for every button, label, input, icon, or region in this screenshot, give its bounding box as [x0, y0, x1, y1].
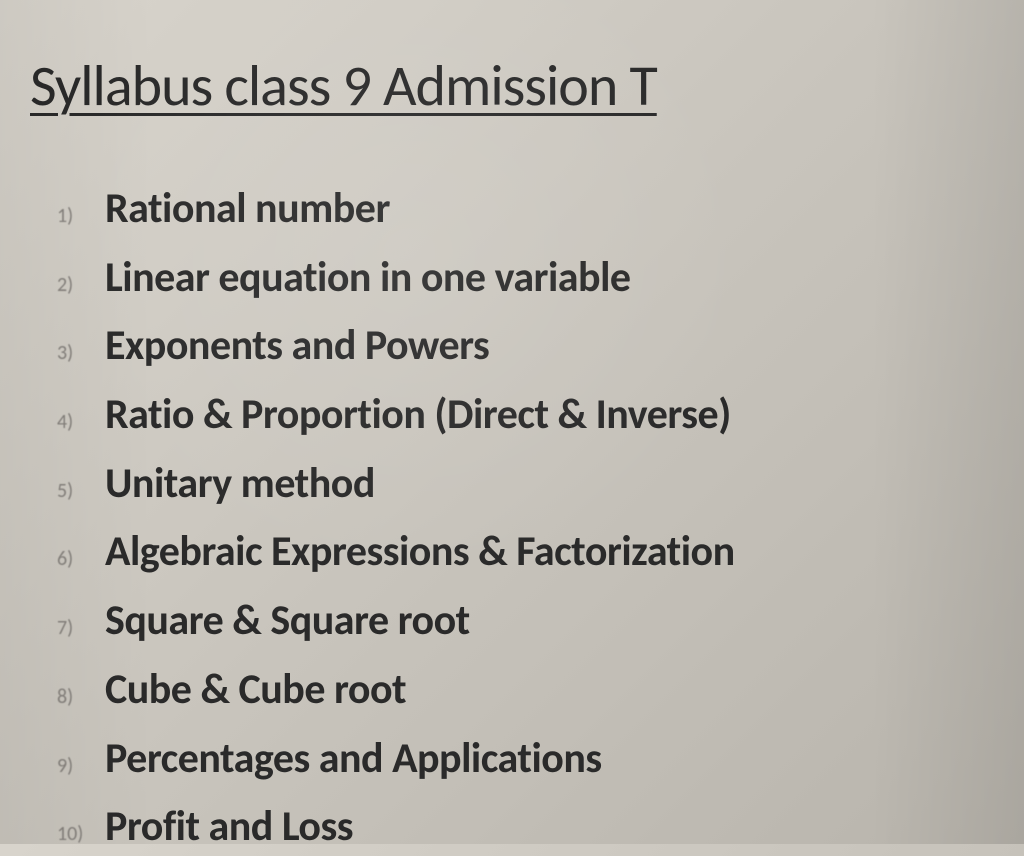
bullet-num: 9) — [57, 754, 105, 778]
list-item: 10) Profit and Loss — [105, 799, 994, 856]
bullet-num: 6) — [57, 547, 105, 571]
item-text: Rational number — [105, 181, 390, 238]
list-item: 5) Unitary method — [105, 456, 994, 513]
list-item: 6) Algebraic Expressions & Factorization — [105, 524, 994, 581]
bullet-num: 7) — [57, 616, 105, 640]
item-text: Exponents and Powers — [105, 318, 489, 375]
item-text: Linear equation in one variable — [105, 250, 631, 307]
page-title: Syllabus class 9 Admission T — [30, 50, 994, 121]
item-text: Unitary method — [105, 456, 375, 513]
item-text: Profit and Loss — [105, 799, 353, 856]
item-text: Cube & Cube root — [105, 662, 406, 719]
list-item: 8) Cube & Cube root — [105, 662, 994, 719]
bullet-num: 1) — [57, 204, 105, 228]
list-item: 1) Rational number — [105, 181, 994, 238]
list-item: 3) Exponents and Powers — [105, 318, 994, 375]
list-item: 2) Linear equation in one variable — [105, 250, 994, 307]
bullet-num: 5) — [57, 479, 105, 503]
bullet-num: 10) — [57, 822, 105, 846]
bullet-num: 3) — [57, 341, 105, 365]
document-page: Syllabus class 9 Admission T 1) Rational… — [0, 0, 1024, 844]
item-text: Percentages and Applications — [105, 731, 602, 788]
bullet-num: 2) — [57, 273, 105, 297]
list-item: 7) Square & Square root — [105, 593, 994, 650]
item-text: Algebraic Expressions & Factorization — [105, 524, 735, 581]
bullet-num: 8) — [57, 685, 105, 709]
item-text: Square & Square root — [105, 593, 470, 650]
item-text: Ratio & Proportion (Direct & Inverse) — [105, 387, 731, 444]
syllabus-list: 1) Rational number 2) Linear equation in… — [30, 181, 994, 856]
list-item: 9) Percentages and Applications — [105, 731, 994, 788]
bullet-num: 4) — [57, 410, 105, 434]
list-item: 4) Ratio & Proportion (Direct & Inverse) — [105, 387, 994, 444]
